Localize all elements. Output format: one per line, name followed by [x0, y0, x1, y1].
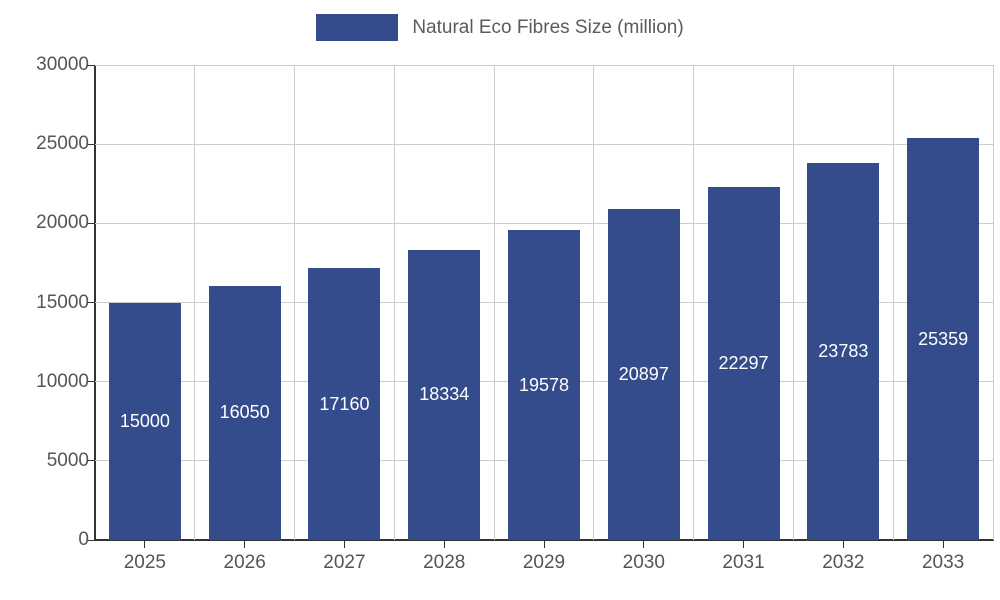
y-tick-label: 10000	[36, 370, 89, 392]
y-tick-mark	[88, 143, 95, 145]
bar-value-label: 20897	[618, 364, 669, 385]
bar-value-label: 17160	[319, 393, 370, 414]
x-tick-label: 2028	[423, 552, 466, 573]
y-tick-label: 25000	[36, 133, 89, 155]
x-tick-label: 2026	[223, 552, 266, 573]
y-tick-label: 20000	[36, 212, 89, 234]
x-tick-mark	[343, 541, 345, 548]
bar-2029: 19578	[508, 230, 580, 540]
bar-value-label: 18334	[419, 384, 470, 405]
x-tick-mark	[743, 541, 745, 548]
gridline-vertical	[593, 65, 595, 540]
y-tick-mark	[88, 222, 95, 224]
x-tick-mark	[244, 541, 246, 548]
bar-2026: 16050	[208, 285, 281, 540]
y-tick-label: 5000	[46, 449, 89, 471]
y-tick-label: 30000	[36, 54, 89, 75]
bar-2031: 22297	[707, 186, 780, 540]
gridline-vertical	[294, 65, 296, 540]
bar-2027: 17160	[308, 268, 381, 540]
y-tick-mark	[88, 64, 95, 66]
y-tick-mark	[88, 302, 95, 303]
x-tick-label: 2032	[822, 552, 865, 573]
x-tick-mark	[144, 541, 146, 548]
x-tick-mark	[543, 541, 545, 548]
gridline-horizontal	[95, 222, 993, 224]
bar-value-label: 22297	[718, 352, 769, 373]
legend-swatch	[316, 14, 399, 41]
gridline-vertical	[892, 65, 894, 540]
x-tick-mark	[643, 541, 645, 548]
bar-value-label: 16050	[219, 402, 270, 423]
x-tick-label: 2029	[522, 552, 566, 573]
legend-label: Natural Eco Fibres Size (million)	[412, 16, 684, 38]
gridline-vertical	[493, 65, 495, 540]
x-tick-label: 2030	[622, 552, 665, 573]
bar-2033: 25359	[907, 138, 980, 540]
bar-2030: 20897	[607, 209, 680, 540]
y-tick-label: 15000	[36, 291, 89, 313]
bar-2025: 15000	[108, 302, 181, 540]
x-axis-line	[94, 539, 994, 541]
bar-value-label: 19578	[518, 374, 570, 395]
y-tick-mark	[88, 381, 95, 383]
bar-value-label: 25359	[918, 328, 969, 349]
chart-legend: Natural Eco Fibres Size (million)	[0, 14, 1000, 41]
y-tick-label: 0	[78, 529, 89, 550]
gridline-horizontal	[95, 64, 993, 66]
x-tick-mark	[942, 541, 944, 548]
gridline-vertical	[194, 65, 196, 540]
y-tick-mark	[88, 539, 95, 541]
x-tick-label: 2025	[123, 552, 167, 573]
gridline-vertical	[792, 65, 794, 540]
x-tick-label: 2031	[722, 552, 765, 573]
x-tick-label: 2027	[323, 552, 366, 573]
y-tick-mark	[88, 460, 95, 462]
x-tick-mark	[842, 541, 844, 548]
bar-value-label: 23783	[818, 341, 869, 362]
gridline-vertical	[393, 65, 395, 540]
bar-2032: 23783	[807, 163, 880, 540]
gridline-vertical	[992, 65, 994, 540]
x-tick-mark	[443, 541, 445, 548]
plot-area: 15000 16050 17160 18334 19578 20897 22297 23783…	[88, 64, 994, 548]
x-tick-label: 2033	[921, 552, 965, 573]
bar-2028: 18334	[408, 249, 481, 540]
bar-value-label: 15000	[119, 410, 170, 431]
gridline-horizontal	[95, 143, 993, 145]
gridline-vertical	[693, 65, 695, 540]
